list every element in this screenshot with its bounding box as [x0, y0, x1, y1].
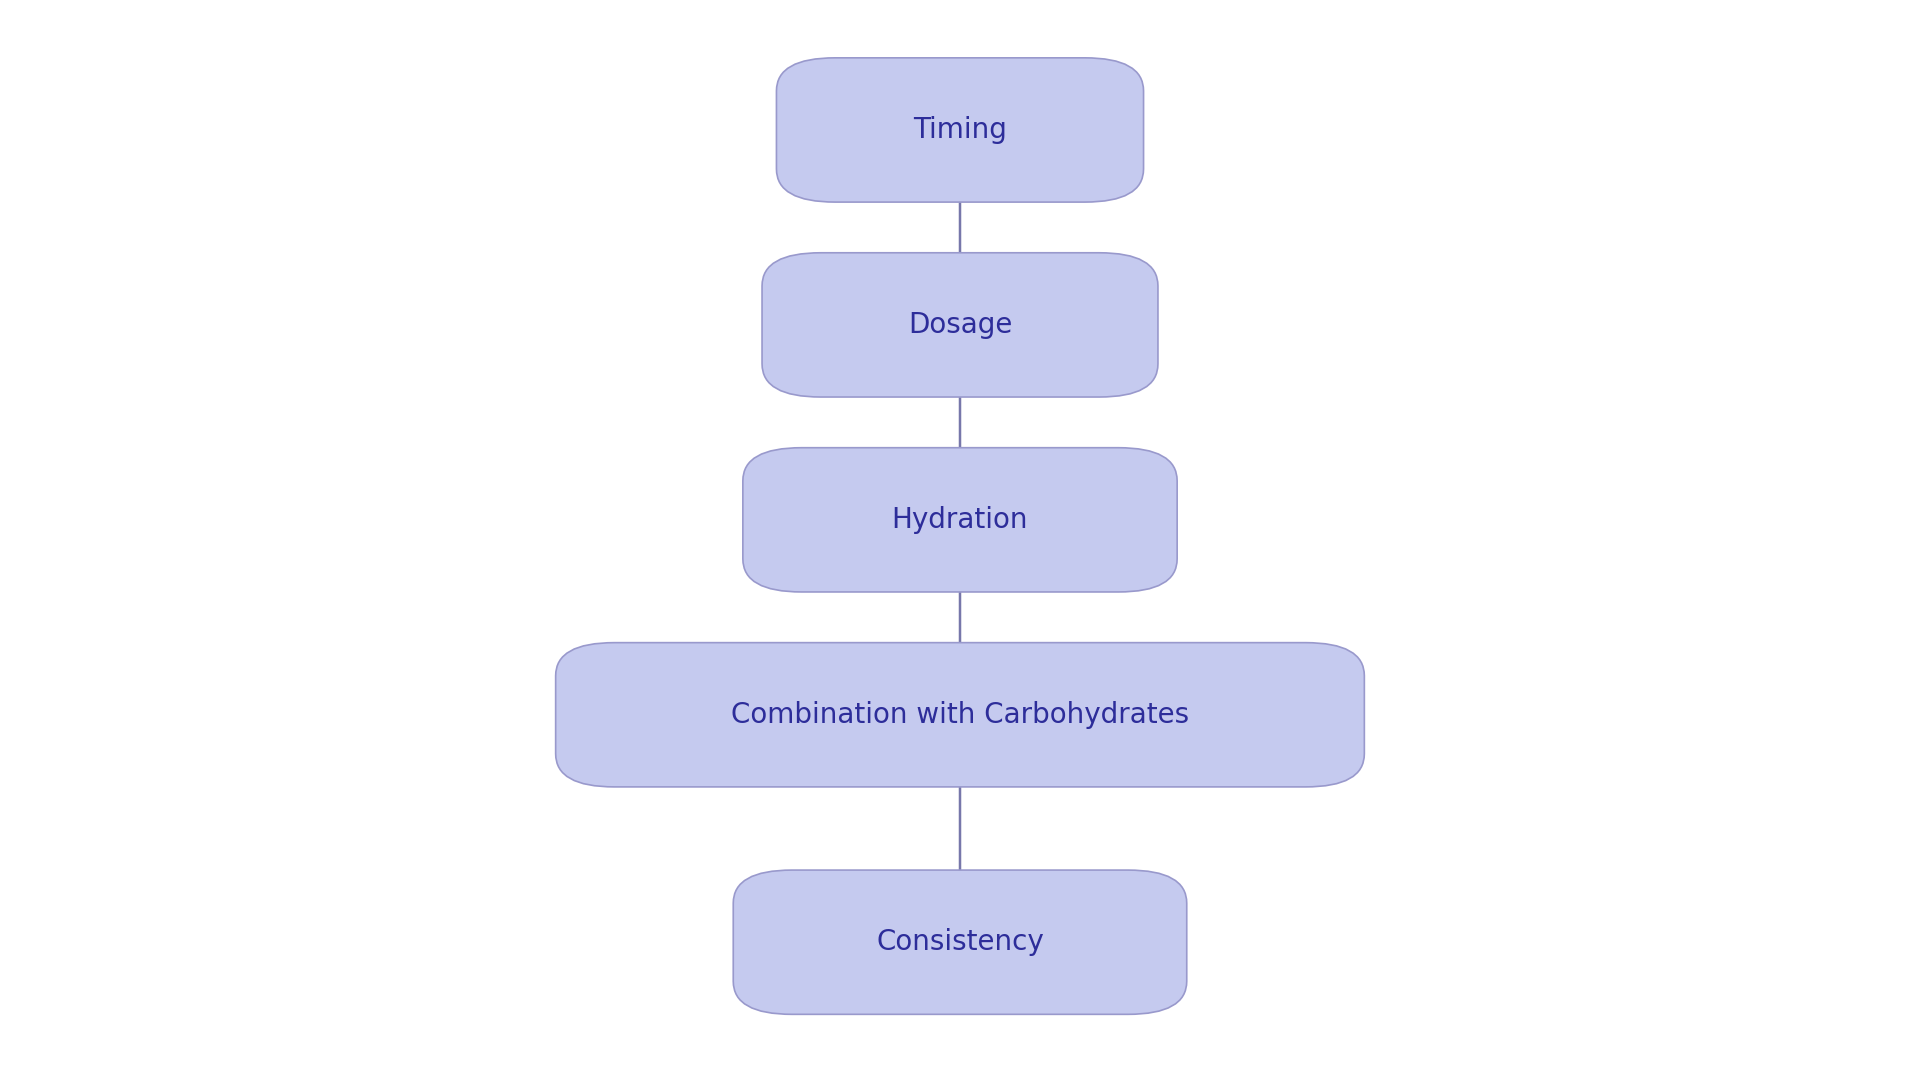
FancyBboxPatch shape [733, 870, 1187, 1015]
FancyBboxPatch shape [762, 252, 1158, 397]
Text: Dosage: Dosage [908, 311, 1012, 339]
FancyBboxPatch shape [776, 57, 1144, 203]
Text: Timing: Timing [914, 116, 1006, 144]
Text: Hydration: Hydration [891, 506, 1029, 534]
FancyBboxPatch shape [555, 642, 1365, 787]
FancyBboxPatch shape [743, 447, 1177, 592]
Text: Consistency: Consistency [876, 928, 1044, 956]
Text: Combination with Carbohydrates: Combination with Carbohydrates [732, 701, 1188, 729]
